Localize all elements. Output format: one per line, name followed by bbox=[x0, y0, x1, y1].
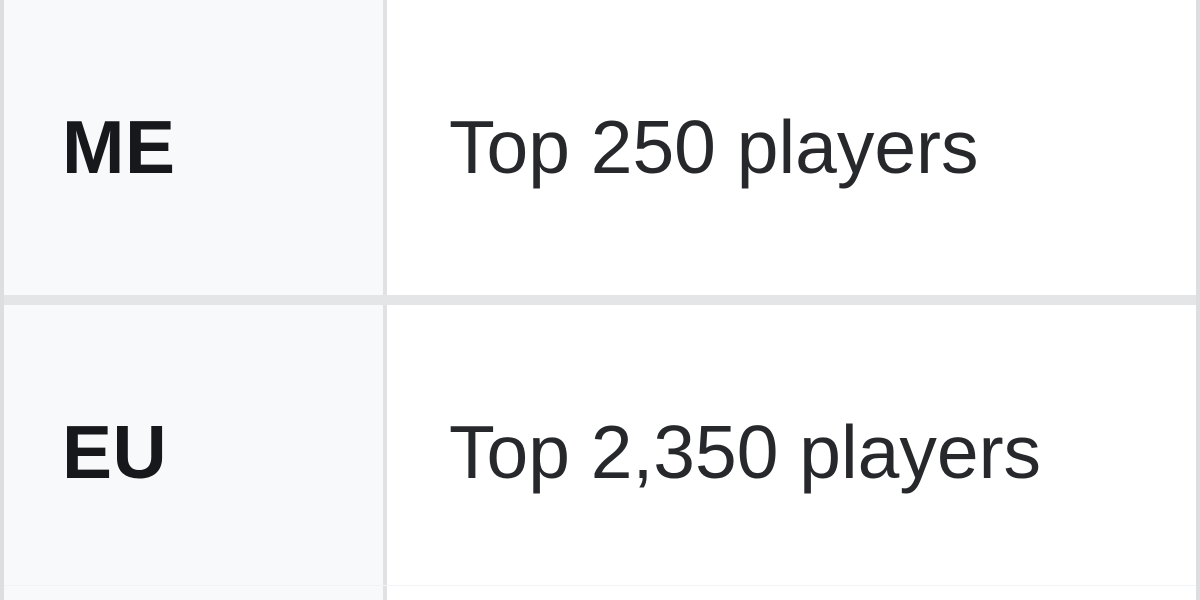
table-cell-threshold: Top 2,350 players bbox=[385, 300, 1196, 600]
table-row[interactable]: ME Top 250 players bbox=[4, 0, 1196, 305]
threshold-label: Top 250 players bbox=[449, 105, 979, 189]
table-cell-threshold: Top 250 players bbox=[385, 0, 1196, 305]
region-code-label: EU bbox=[62, 410, 168, 494]
table-cell-region: EU bbox=[4, 300, 387, 600]
table-body: ME Top 250 players EU Top 2,350 players bbox=[4, 0, 1196, 600]
region-code-label: ME bbox=[62, 105, 176, 189]
table-row[interactable]: EU Top 2,350 players bbox=[4, 300, 1196, 600]
table-cell-region: ME bbox=[4, 0, 387, 305]
threshold-label: Top 2,350 players bbox=[449, 410, 1042, 494]
